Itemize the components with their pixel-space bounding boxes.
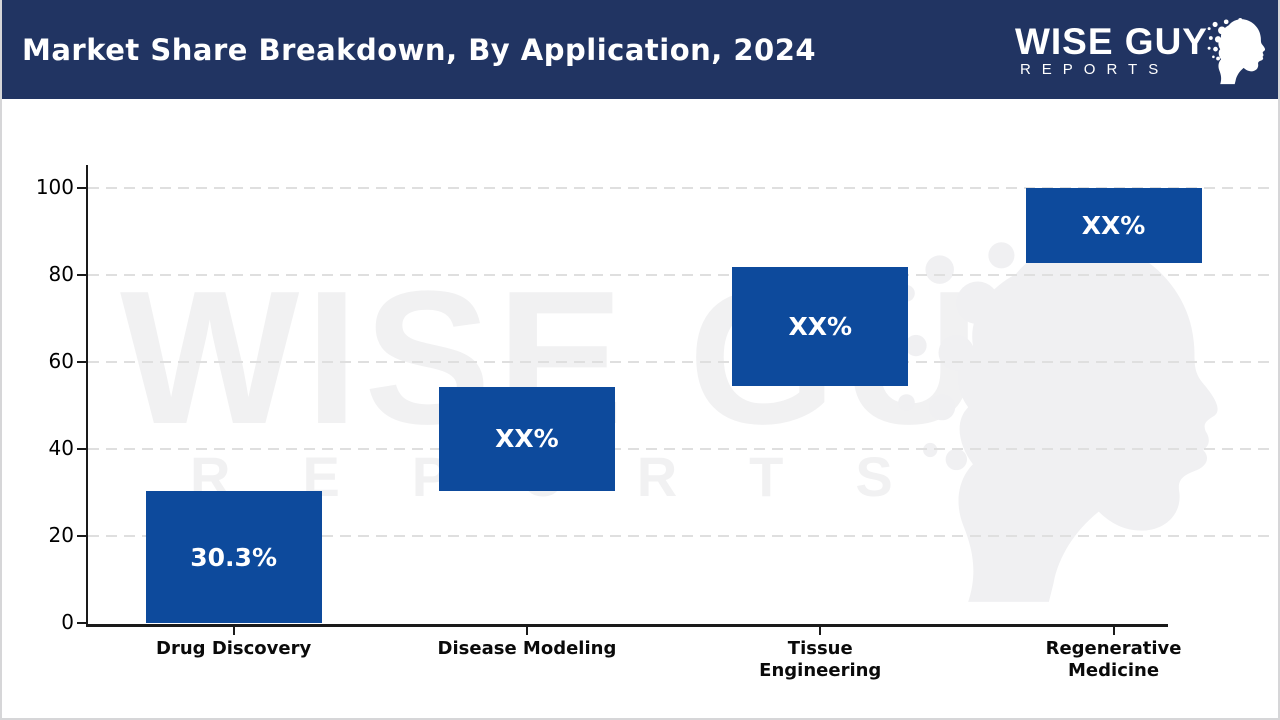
y-tick-label-100: 100	[35, 175, 74, 199]
bar-regenerative-medicine: XX%	[1025, 188, 1202, 264]
x-tick-mark-drug-discovery	[232, 627, 235, 635]
y-tick-label-80: 80	[48, 262, 74, 286]
category-label-drug-discovery: Drug Discovery	[156, 638, 312, 659]
brand-subtitle: REPORTS	[1019, 61, 1170, 78]
bar-value-label-tissue-engineering: XX%	[788, 311, 853, 341]
gridline-60	[88, 361, 1270, 363]
y-axis-line	[86, 165, 88, 626]
page-title: Market Share Breakdown, By Application, …	[22, 32, 817, 67]
gridline-40	[88, 448, 1270, 450]
brand-logo-text: WISE GUY REPORTS	[1014, 21, 1208, 79]
category-label-regenerative-medicine: Regenerative Medicine	[1045, 638, 1182, 681]
gridline-20	[88, 535, 1270, 537]
bar-tissue-engineering: XX%	[732, 266, 909, 386]
y-tick-mark-80	[77, 274, 86, 276]
y-tick-mark-100	[77, 187, 86, 189]
y-tick-label-0: 0	[61, 610, 74, 634]
y-tick-label-40: 40	[48, 436, 74, 460]
gridline-100	[88, 187, 1270, 189]
y-tick-mark-0	[77, 622, 86, 624]
gridline-80	[88, 274, 1270, 276]
y-tick-mark-20	[77, 535, 86, 537]
bar-value-label-disease-modeling: XX%	[495, 424, 559, 454]
x-tick-mark-regenerative-medicine	[1112, 627, 1115, 635]
y-tick-label-60: 60	[48, 349, 74, 373]
bar-disease-modeling: XX%	[438, 386, 615, 492]
bar-value-label-regenerative-medicine: XX%	[1081, 211, 1146, 241]
x-axis-line	[86, 624, 1168, 627]
bar-value-label-drug-discovery: 30.3%	[190, 542, 277, 572]
category-label-tissue-engineering: Tissue Engineering	[759, 638, 882, 681]
header: Market Share Breakdown, By Application, …	[2, 0, 1278, 99]
y-tick-mark-60	[77, 361, 86, 363]
x-tick-mark-tissue-engineering	[819, 627, 822, 635]
bar-drug-discovery: 30.3%	[145, 491, 322, 623]
brand-logo: WISE GUY REPORTS	[1015, 10, 1268, 90]
brand-name: WISE GUY	[1014, 21, 1208, 62]
y-tick-mark-40	[77, 448, 86, 450]
brand-head-icon	[1207, 18, 1266, 85]
y-tick-label-20: 20	[48, 523, 74, 547]
category-label-disease-modeling: Disease Modeling	[437, 638, 617, 659]
x-tick-mark-disease-modeling	[525, 627, 528, 635]
